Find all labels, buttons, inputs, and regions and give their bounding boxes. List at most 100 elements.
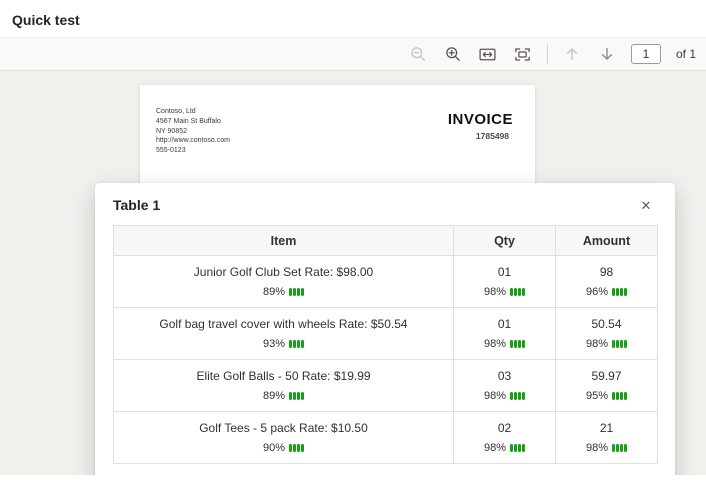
table-row: Junior Golf Club Set Rate: $98.00 89% 01… <box>113 255 658 308</box>
company-address-block: Contoso, Ltd 4567 Main St Buffalo NY 908… <box>156 107 230 156</box>
cell-value: 98 <box>599 264 614 279</box>
page-title: Quick test <box>12 12 80 28</box>
invoice-number: 1785498 <box>475 131 509 141</box>
cell-item[interactable]: Junior Golf Club Set Rate: $98.00 89% <box>113 255 454 308</box>
confidence-value: 89% <box>262 285 286 298</box>
extracted-table: Item Qty Amount Junior Golf Club Set Rat… <box>113 225 658 464</box>
confidence: 93% <box>262 337 305 350</box>
cell-item[interactable]: Elite Golf Balls - 50 Rate: $19.99 89% <box>113 359 454 412</box>
column-header-amount: Amount <box>555 225 658 256</box>
invoice-header: Contoso, Ltd 4567 Main St Buffalo NY 908… <box>140 85 535 156</box>
confidence: 98% <box>585 441 628 454</box>
toolbar: of 1 <box>0 37 706 71</box>
confidence-value: 90% <box>262 441 286 454</box>
toolbar-divider <box>546 44 548 64</box>
confidence-value: 95% <box>585 389 609 402</box>
invoice-title-block: INVOICE 1785498 <box>448 111 513 156</box>
cell-value: 03 <box>497 368 512 383</box>
confidence: 98% <box>483 285 526 298</box>
confidence-bars-icon <box>612 391 628 400</box>
confidence: 90% <box>262 441 305 454</box>
confidence: 98% <box>483 337 526 350</box>
confidence-bars-icon <box>510 391 526 400</box>
cell-qty[interactable]: 01 98% <box>453 307 556 360</box>
cell-amount[interactable]: 98 96% <box>555 255 658 308</box>
confidence-bars-icon <box>510 443 526 452</box>
modal-title: Table 1 <box>113 197 161 213</box>
confidence-bars-icon <box>510 287 526 296</box>
table-row: Golf Tees - 5 pack Rate: $10.50 90% 02 9… <box>113 411 658 464</box>
company-line: Contoso, Ltd <box>156 108 196 115</box>
confidence-value: 98% <box>483 389 507 402</box>
modal-header: Table 1 ✕ <box>95 183 675 225</box>
fit-to-page-button[interactable] <box>512 43 534 65</box>
arrow-down-icon <box>601 47 612 60</box>
confidence-bars-icon <box>289 391 305 400</box>
arrow-up-icon <box>566 48 577 61</box>
page-count-label: of 1 <box>675 47 696 61</box>
fit-to-page-icon <box>515 47 531 61</box>
previous-page-button[interactable] <box>561 43 583 65</box>
zoom-in-icon <box>446 47 460 61</box>
confidence: 96% <box>585 285 628 298</box>
table-row: Golf bag travel cover with wheels Rate: … <box>113 307 658 360</box>
zoom-out-icon <box>411 47 425 61</box>
table-details-modal: Table 1 ✕ Item Qty Amount Junior Golf Cl… <box>95 183 675 475</box>
confidence: 98% <box>483 389 526 402</box>
confidence-bars-icon <box>612 443 628 452</box>
confidence-value: 98% <box>483 337 507 350</box>
table-header-row: Item Qty Amount <box>113 225 658 256</box>
confidence-value: 98% <box>483 441 507 454</box>
cell-value: 21 <box>599 420 614 435</box>
invoice-title: INVOICE <box>447 111 513 128</box>
cell-value: Golf bag travel cover with wheels Rate: … <box>159 316 408 331</box>
cell-amount[interactable]: 21 98% <box>555 411 658 464</box>
cell-amount[interactable]: 59.97 95% <box>555 359 658 412</box>
confidence-bars-icon <box>289 287 305 296</box>
fit-to-width-icon <box>479 48 497 60</box>
company-line: http://www.contoso.com <box>156 137 230 145</box>
confidence-value: 98% <box>585 441 609 454</box>
cell-qty[interactable]: 03 98% <box>453 359 556 412</box>
confidence-bars-icon <box>612 339 628 348</box>
cell-item[interactable]: Golf Tees - 5 pack Rate: $10.50 90% <box>113 411 454 464</box>
cell-value: Golf Tees - 5 pack Rate: $10.50 <box>199 420 368 435</box>
confidence-value: 98% <box>585 337 609 350</box>
confidence-bars-icon <box>612 287 628 296</box>
confidence-value: 89% <box>262 389 286 402</box>
close-button[interactable]: ✕ <box>635 194 657 216</box>
column-header-qty: Qty <box>453 225 556 256</box>
confidence-value: 93% <box>262 337 286 350</box>
close-icon: ✕ <box>640 197 652 213</box>
zoom-out-button[interactable] <box>407 43 429 65</box>
table-row: Elite Golf Balls - 50 Rate: $19.99 89% 0… <box>113 359 658 412</box>
confidence: 98% <box>585 337 628 350</box>
confidence-bars-icon <box>289 339 305 348</box>
cell-qty[interactable]: 01 98% <box>453 255 556 308</box>
confidence-value: 96% <box>585 285 609 298</box>
cell-value: 01 <box>497 264 512 279</box>
confidence: 89% <box>262 389 305 402</box>
cell-value: 59.97 <box>591 368 622 383</box>
zoom-in-button[interactable] <box>442 43 464 65</box>
page-number-input[interactable] <box>630 44 661 64</box>
confidence-bars-icon <box>510 339 526 348</box>
cell-value: 02 <box>497 420 512 435</box>
document-viewer: Contoso, Ltd 4567 Main St Buffalo NY 908… <box>0 71 706 475</box>
company-line: NY 90852 <box>156 127 188 135</box>
company-line: 555-0123 <box>156 147 186 155</box>
fit-to-width-button[interactable] <box>477 43 499 65</box>
column-header-item: Item <box>113 225 454 256</box>
cell-value: 50.54 <box>591 316 622 331</box>
cell-value: Elite Golf Balls - 50 Rate: $19.99 <box>196 368 371 383</box>
confidence-value: 98% <box>483 285 507 298</box>
confidence-bars-icon <box>289 443 305 452</box>
next-page-button[interactable] <box>596 43 618 65</box>
confidence: 89% <box>262 285 305 298</box>
confidence: 98% <box>483 441 526 454</box>
cell-amount[interactable]: 50.54 98% <box>555 307 658 360</box>
cell-value: 01 <box>497 316 512 331</box>
confidence: 95% <box>585 389 628 402</box>
cell-item[interactable]: Golf bag travel cover with wheels Rate: … <box>113 307 454 360</box>
cell-qty[interactable]: 02 98% <box>453 411 556 464</box>
